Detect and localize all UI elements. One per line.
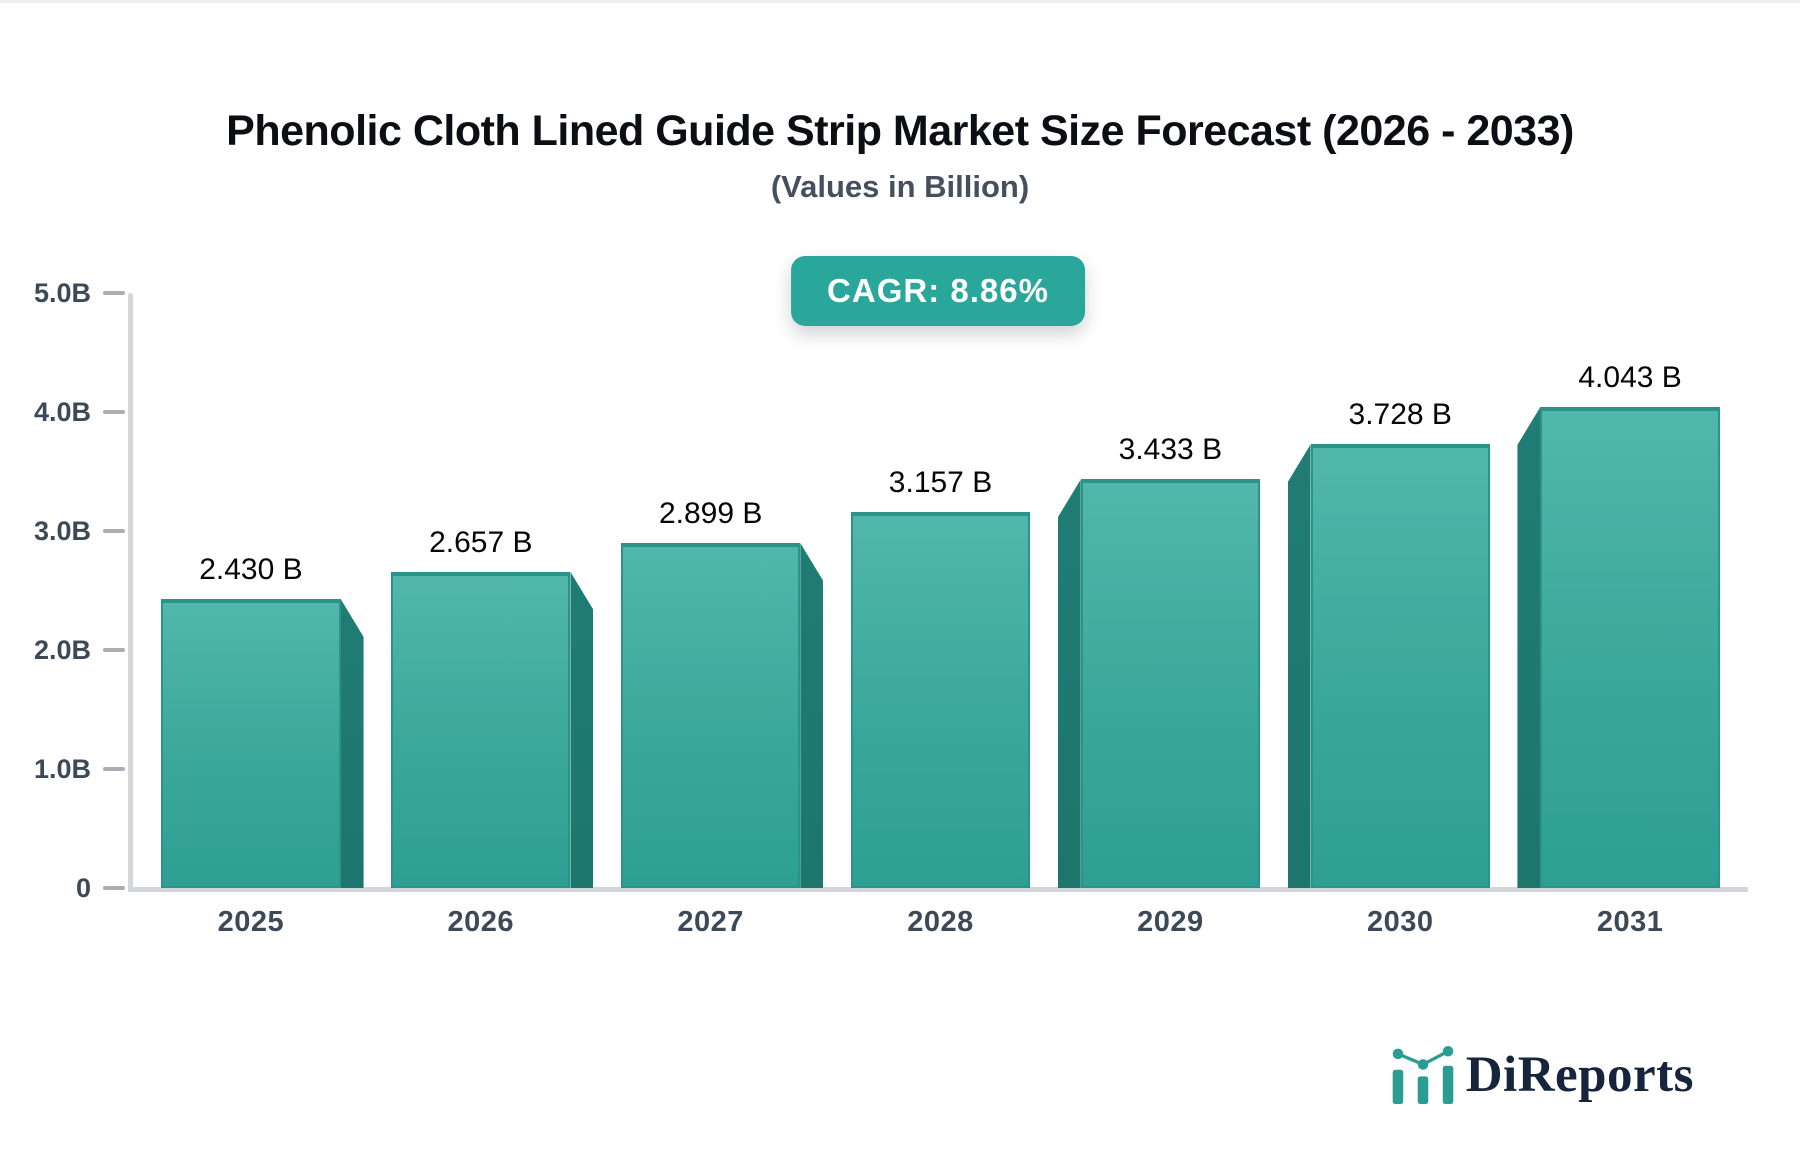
bar-2030	[1287, 444, 1490, 888]
bar-face	[161, 598, 341, 888]
bar-3d-side	[570, 571, 594, 888]
bar-value-label: 3.433 B	[1118, 433, 1223, 467]
y-tick-2.0B: 2.0B	[0, 634, 125, 666]
y-tick-0: 0	[0, 872, 125, 904]
y-tick-mark	[103, 291, 125, 295]
bar-column-2025: 2.430 B	[136, 293, 366, 888]
y-tick-mark	[103, 529, 125, 533]
bar-value-label: 3.157 B	[888, 466, 993, 500]
y-axis-line	[128, 293, 133, 890]
bar-3d-side	[800, 543, 824, 888]
bar-2029	[1057, 479, 1260, 888]
x-axis-label-2028: 2028	[907, 906, 974, 938]
x-axis-label-2030: 2030	[1366, 906, 1434, 938]
y-tick-3.0B: 3.0B	[0, 515, 125, 547]
x-axis-label-2026: 2026	[447, 906, 515, 938]
cagr-badge: CAGR: 8.86%	[791, 256, 1085, 326]
bar-column-2028: 3.157 B	[826, 293, 1056, 888]
bar-column-2030: 3.728 B	[1285, 293, 1515, 888]
logo-text: DiReports	[1465, 1047, 1694, 1103]
bar-face	[1540, 406, 1720, 888]
chart-subtitle: (Values in Billion)	[770, 169, 1030, 204]
bars-container: 2.430 B 2.657 B 2.899 B 3.157 B 3.433 B 3.728…	[136, 293, 1745, 888]
x-axis-labels: 2025 2026 2027 2028 2029 2030 2031	[136, 906, 1745, 939]
bar-column-2027: 2.899 B	[596, 293, 826, 888]
bar-2026	[391, 571, 594, 888]
x-axis-label-2027: 2027	[677, 906, 744, 938]
y-tick-mark	[103, 886, 125, 890]
bar-face	[391, 571, 571, 888]
bar-value-label: 2.899 B	[658, 497, 763, 531]
chart-title: Phenolic Cloth Lined Guide Strip Market …	[226, 107, 1574, 155]
bar-value-label: 2.657 B	[429, 525, 533, 559]
bar-2025	[161, 598, 364, 888]
x-axis-label-2031: 2031	[1596, 906, 1664, 938]
y-tick-label: 3.0B	[33, 515, 91, 546]
bar-column-2029: 3.433 B	[1055, 293, 1285, 888]
x-axis-label-2029: 2029	[1137, 906, 1204, 938]
x-axis-line	[128, 887, 1748, 892]
y-tick-mark	[103, 410, 125, 414]
bar-value-label: 3.728 B	[1348, 398, 1452, 432]
y-tick-label: 2.0B	[33, 634, 91, 665]
bar-face	[621, 543, 801, 888]
bar-line-chart-icon	[1392, 1046, 1454, 1104]
bar-3d-side	[340, 598, 364, 888]
y-tick-mark	[103, 767, 125, 771]
bar-face	[1080, 479, 1260, 888]
y-tick-mark	[103, 648, 125, 652]
bar-3d-side	[1517, 406, 1541, 888]
y-tick-label: 1.0B	[33, 753, 91, 784]
y-tick-label: 5.0B	[33, 277, 91, 308]
bar-3d-side	[1057, 479, 1081, 888]
bar-column-2031: 4.043 B	[1515, 293, 1745, 888]
brand-logo: DiReports	[1390, 1046, 1694, 1104]
bar-value-label: 4.043 B	[1578, 360, 1682, 394]
bar-value-label: 2.430 B	[199, 552, 303, 586]
bar-chart: 5.0B 4.0B 3.0B 2.0B 1.0B 0 2.430 B 2.657 B 2.89…	[0, 278, 1800, 903]
bar-face	[850, 512, 1031, 888]
bar-2027	[621, 543, 824, 888]
y-tick-5.0B: 5.0B	[0, 277, 125, 309]
y-tick-label: 4.0B	[33, 396, 91, 427]
bar-2031	[1517, 406, 1720, 888]
bar-2028	[850, 512, 1031, 888]
bar-3d-side	[1287, 444, 1311, 888]
y-tick-1.0B: 1.0B	[0, 753, 125, 785]
y-tick-label: 0	[75, 872, 91, 903]
bar-face	[1310, 444, 1490, 888]
bar-column-2026: 2.657 B	[366, 293, 596, 888]
y-tick-4.0B: 4.0B	[0, 396, 125, 428]
x-axis-label-2025: 2025	[217, 906, 285, 938]
